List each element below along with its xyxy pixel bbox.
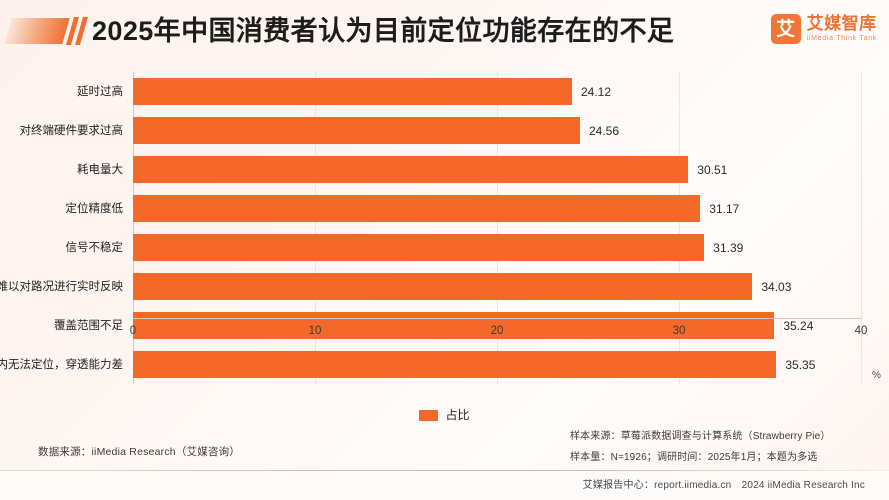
legend-swatch-icon xyxy=(419,409,439,421)
logo-mark-icon: 艾 xyxy=(770,14,801,44)
bar-value-label: 30.51 xyxy=(697,162,728,177)
gridline xyxy=(315,72,316,384)
gridline xyxy=(679,72,680,384)
bar-category-label: 定位精度低 xyxy=(65,202,124,215)
bar-category-label: 信号不稳定 xyxy=(65,241,124,254)
bar-series: 延时过高 24.12 对终端硬件要求过高 24.56 耗电量大 30.51 定位精度低 31.… xyxy=(0,72,861,384)
legend-label: 占比 xyxy=(445,408,470,422)
page-title: 2025年中国消费者认为目前定位功能存在的不足 xyxy=(92,16,675,46)
bar-value-label: 34.03 xyxy=(761,279,792,294)
bar-category-label: 室内无法定位，穿透能力差 xyxy=(0,358,123,371)
logo-subtitle: iiMedia Think Tank xyxy=(806,35,877,42)
bar-row[interactable]: 耗电量大 30.51 xyxy=(77,156,861,183)
brand-logo: 艾 艾媒智库 iiMedia Think Tank xyxy=(770,14,877,44)
chart-legend: 占比 xyxy=(0,408,889,422)
bar-fill[interactable] xyxy=(133,117,580,144)
x-axis-line xyxy=(133,318,861,319)
gridlines xyxy=(133,72,862,384)
logo-name: 艾媒智库 xyxy=(806,14,877,33)
bar-row[interactable]: 室内无法定位，穿透能力差 35.35 xyxy=(0,351,861,378)
bar-value-label: 35.24 xyxy=(783,318,814,333)
x-axis-tick-label: 40 xyxy=(854,325,868,337)
bar-category-label: 延时过高 xyxy=(77,85,123,98)
gridline xyxy=(133,72,134,384)
bar-category-label: 对终端硬件要求过高 xyxy=(19,124,124,137)
data-source-note: 数据来源：iiMedia Research（艾媒咨询） xyxy=(38,446,241,458)
bar-category-label: 难以对路况进行实时反映 xyxy=(0,280,123,293)
bar-value-label: 31.39 xyxy=(713,240,744,255)
gridline xyxy=(861,72,862,384)
bar-fill[interactable] xyxy=(133,156,689,183)
bar-row[interactable]: 定位精度低 31.17 xyxy=(66,195,861,222)
x-axis-tick-label: 20 xyxy=(490,325,504,337)
bar-value-label: 24.56 xyxy=(588,123,620,138)
bar-category-label: 耗电量大 xyxy=(77,163,123,176)
sample-notes: 样本来源：草莓派数据调查与计算系统（Strawberry Pie） 样本量：N=… xyxy=(570,430,831,464)
bar-value-label: 24.12 xyxy=(580,84,611,99)
header: 2025年中国消费者认为目前定位功能存在的不足 艾 艾媒智库 iiMedia T… xyxy=(0,0,889,62)
plot-area: 延时过高 24.12 对终端硬件要求过高 24.56 耗电量大 30.51 定位精度低 31.… xyxy=(0,72,862,384)
bar-category-label: 覆盖范围不足 xyxy=(54,319,123,332)
bar-chart: 延时过高 24.12 对终端硬件要求过高 24.56 耗电量大 30.51 定位精度低 31.… xyxy=(0,66,889,396)
bar-fill[interactable] xyxy=(133,273,753,300)
bar-fill[interactable] xyxy=(133,78,572,105)
sample-size-note: 样本量：N=1926；调研时间：2025年1月；本题为多选 xyxy=(570,452,818,463)
sample-source-note: 样本来源：草莓派数据调查与计算系统（Strawberry Pie） xyxy=(570,431,831,442)
bar-fill[interactable] xyxy=(133,351,777,378)
bar-row[interactable]: 延时过高 24.12 xyxy=(77,78,861,105)
title-accent-bar xyxy=(4,18,70,44)
footer-bar xyxy=(0,471,889,500)
bar-value-label: 35.35 xyxy=(785,357,816,372)
x-axis-tick-label: 0 xyxy=(129,325,137,337)
x-axis-unit: % xyxy=(872,370,881,381)
bar-fill[interactable] xyxy=(133,195,701,222)
bar-row[interactable]: 信号不稳定 31.39 xyxy=(66,234,861,261)
x-axis-tick-label: 10 xyxy=(308,325,322,337)
bar-row[interactable]: 对终端硬件要求过高 24.56 xyxy=(20,117,861,144)
logo-text: 艾媒智库 iiMedia Think Tank xyxy=(807,15,877,43)
footer-credit: 艾媒报告中心：report.iimedia.cn 2024 iiMedia Re… xyxy=(582,480,865,491)
bar-fill[interactable] xyxy=(133,234,705,261)
x-axis-tick-label: 30 xyxy=(672,325,686,337)
gridline xyxy=(497,72,498,384)
bar-fill[interactable] xyxy=(133,312,775,339)
footer-divider xyxy=(0,470,889,471)
x-axis: 0 10 20 30 40 xyxy=(129,318,867,344)
bar-row[interactable]: 覆盖范围不足 35.24 xyxy=(54,312,861,339)
bar-row[interactable]: 难以对路况进行实时反映 34.03 xyxy=(0,273,861,300)
bar-value-label: 31.17 xyxy=(709,201,740,216)
